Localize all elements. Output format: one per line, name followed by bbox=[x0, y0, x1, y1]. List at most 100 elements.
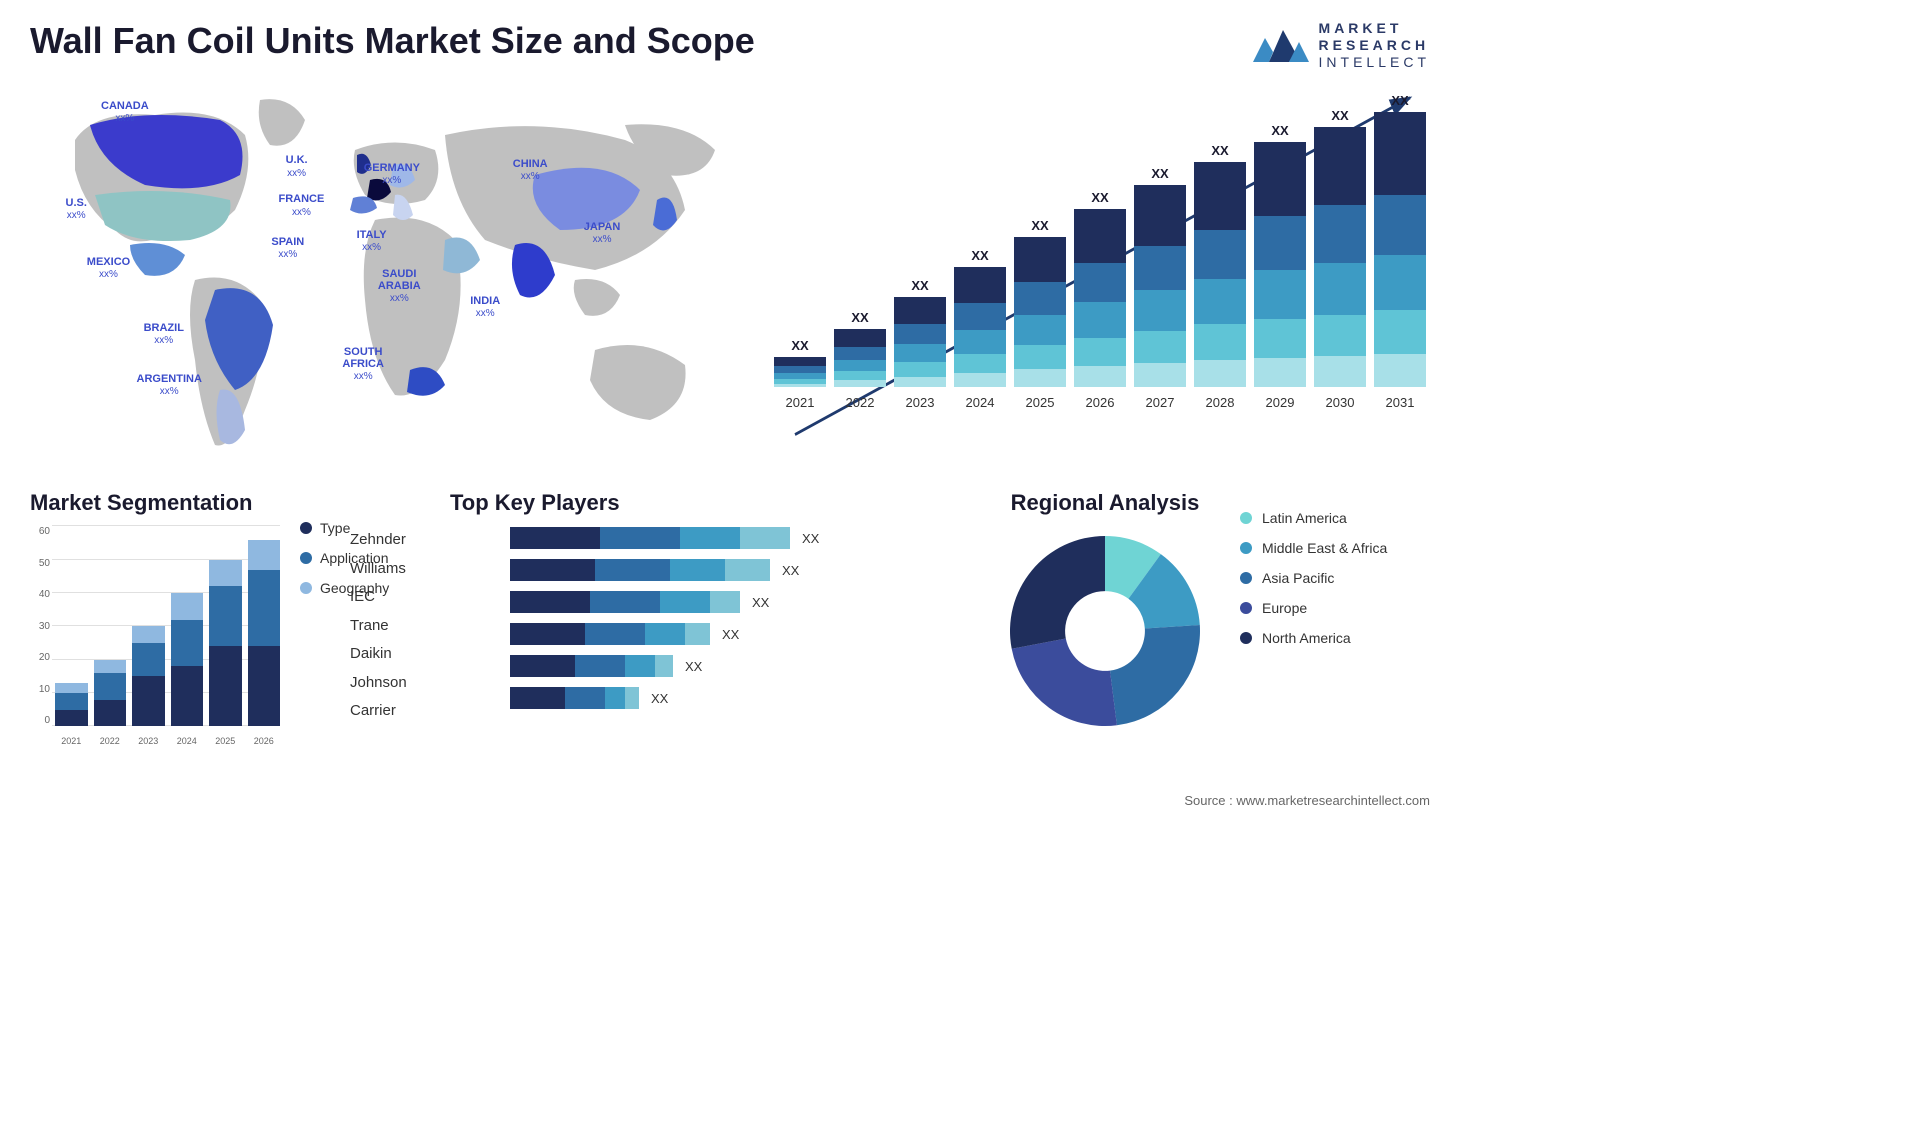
regional-title: Regional Analysis bbox=[1000, 490, 1210, 516]
growth-bar-label: XX bbox=[791, 338, 808, 353]
map-label-mexico: MEXICOxx% bbox=[87, 256, 130, 280]
brand-logo: MARKET RESEARCH INTELLECT bbox=[1251, 20, 1430, 70]
growth-bar-label: XX bbox=[1031, 218, 1048, 233]
player-name: Zehnder bbox=[350, 526, 407, 555]
growth-year-label: 2026 bbox=[1086, 395, 1115, 410]
growth-year-label: 2027 bbox=[1146, 395, 1175, 410]
map-label-u.k.: U.K.xx% bbox=[286, 154, 308, 178]
player-bar-row: XX bbox=[510, 686, 980, 710]
seg-xlabel: 2022 bbox=[94, 736, 127, 746]
regional-legend-item: Middle East & Africa bbox=[1240, 540, 1387, 556]
growth-bar bbox=[1014, 237, 1066, 387]
seg-bar-2022 bbox=[94, 660, 127, 727]
seg-xlabel: 2025 bbox=[209, 736, 242, 746]
player-value: XX bbox=[685, 659, 702, 674]
player-value: XX bbox=[802, 531, 819, 546]
map-label-saudi-arabia: SAUDIARABIAxx% bbox=[378, 268, 421, 304]
segmentation-chart: 6050403020100 202120222023202420252026 bbox=[30, 526, 280, 746]
regional-panel: Regional Analysis Latin America Middle Ea… bbox=[1000, 490, 1430, 750]
map-label-south-africa: SOUTHAFRICAxx% bbox=[342, 346, 384, 382]
regional-legend-item: North America bbox=[1240, 630, 1387, 646]
growth-col-2023: XX2023 bbox=[894, 278, 946, 410]
logo-text-2: RESEARCH bbox=[1319, 37, 1430, 54]
seg-xlabel: 2021 bbox=[55, 736, 88, 746]
seg-bar-2021 bbox=[55, 683, 88, 726]
players-title: Top Key Players bbox=[450, 490, 980, 516]
map-label-argentina: ARGENTINAxx% bbox=[137, 373, 202, 397]
map-region-safrica bbox=[407, 368, 445, 397]
growth-col-2026: XX 2026 bbox=[1074, 190, 1126, 410]
seg-bar-2024 bbox=[171, 593, 204, 726]
players-name-list: ZehnderWilliamsIECTraneDaikinJohnsonCarr… bbox=[350, 526, 407, 726]
source-attribution: Source : www.marketresearchintellect.com bbox=[1184, 793, 1430, 808]
growth-bar bbox=[1134, 185, 1186, 387]
player-name: Johnson bbox=[350, 669, 407, 698]
growth-bar-label: XX bbox=[1211, 143, 1228, 158]
growth-col-2029: XX 2029 bbox=[1254, 123, 1306, 410]
player-value: XX bbox=[752, 595, 769, 610]
regional-legend: Latin America Middle East & Africa Asia Pa… bbox=[1240, 510, 1387, 660]
player-value: XX bbox=[722, 627, 739, 642]
regional-legend-item: Asia Pacific bbox=[1240, 570, 1387, 586]
world-map: CANADAxx%U.S.xx%MEXICOxx%BRAZILxx%ARGENT… bbox=[30, 80, 740, 470]
growth-chart: XX2021XX2022XX2023XX2024XX2025XX2026XX20… bbox=[770, 80, 1430, 470]
growth-bar bbox=[1314, 127, 1366, 387]
player-bar-row: XX bbox=[510, 590, 980, 614]
player-name: Trane bbox=[350, 612, 407, 641]
growth-col-2025: XX2025 bbox=[1014, 218, 1066, 410]
logo-icon bbox=[1251, 20, 1311, 70]
map-region-us bbox=[95, 191, 231, 241]
growth-col-2021: XX2021 bbox=[774, 338, 826, 410]
seg-bar-2025 bbox=[209, 560, 242, 727]
donut-slice-europe bbox=[1012, 639, 1117, 727]
seg-ytick: 40 bbox=[30, 589, 50, 600]
growth-bar-label: XX bbox=[851, 310, 868, 325]
player-name: IEC bbox=[350, 583, 407, 612]
growth-year-label: 2024 bbox=[966, 395, 995, 410]
growth-bar bbox=[894, 297, 946, 387]
player-value: XX bbox=[651, 691, 668, 706]
growth-year-label: 2029 bbox=[1266, 395, 1295, 410]
seg-bar-2026 bbox=[248, 540, 281, 727]
seg-bar-2023 bbox=[132, 626, 165, 726]
map-label-canada: CANADAxx% bbox=[101, 100, 149, 124]
seg-xlabel: 2024 bbox=[171, 736, 204, 746]
growth-bar-label: XX bbox=[1091, 190, 1108, 205]
growth-bar-label: XX bbox=[1331, 108, 1348, 123]
growth-year-label: 2022 bbox=[846, 395, 875, 410]
seg-ytick: 0 bbox=[30, 715, 50, 726]
regional-legend-item: Latin America bbox=[1240, 510, 1387, 526]
growth-bar-label: XX bbox=[1391, 93, 1408, 108]
growth-bar-label: XX bbox=[971, 248, 988, 263]
map-label-italy: ITALYxx% bbox=[357, 229, 387, 253]
growth-col-2030: XX 2030 bbox=[1314, 108, 1366, 410]
player-name: Williams bbox=[350, 555, 407, 584]
map-label-china: CHINAxx% bbox=[513, 158, 548, 182]
player-bar-row: XX bbox=[510, 622, 980, 646]
growth-col-2024: XX 2024 bbox=[954, 248, 1006, 410]
map-label-india: INDIAxx% bbox=[470, 295, 500, 319]
map-label-france: FRANCExx% bbox=[279, 193, 325, 217]
logo-text-3: INTELLECT bbox=[1319, 54, 1430, 71]
players-panel: ZehnderWilliamsIECTraneDaikinJohnsonCarr… bbox=[450, 490, 980, 750]
logo-text-1: MARKET bbox=[1319, 20, 1430, 37]
player-bar-row: XX bbox=[510, 526, 980, 550]
growth-year-label: 2031 bbox=[1386, 395, 1415, 410]
growth-col-2022: XX 2022 bbox=[834, 310, 886, 410]
regional-donut bbox=[1000, 526, 1210, 736]
growth-year-label: 2028 bbox=[1206, 395, 1235, 410]
seg-ytick: 20 bbox=[30, 652, 50, 663]
player-bar-row: XX bbox=[510, 558, 980, 582]
player-value: XX bbox=[782, 563, 799, 578]
growth-bar-label: XX bbox=[1271, 123, 1288, 138]
growth-bar bbox=[1074, 209, 1126, 387]
segmentation-title: Market Segmentation bbox=[30, 490, 280, 516]
growth-year-label: 2030 bbox=[1326, 395, 1355, 410]
growth-bar bbox=[1194, 162, 1246, 387]
seg-ytick: 60 bbox=[30, 526, 50, 537]
player-bar-row: XX bbox=[510, 654, 980, 678]
growth-bar bbox=[954, 267, 1006, 387]
regional-legend-item: Europe bbox=[1240, 600, 1387, 616]
growth-year-label: 2023 bbox=[906, 395, 935, 410]
seg-xlabel: 2026 bbox=[248, 736, 281, 746]
